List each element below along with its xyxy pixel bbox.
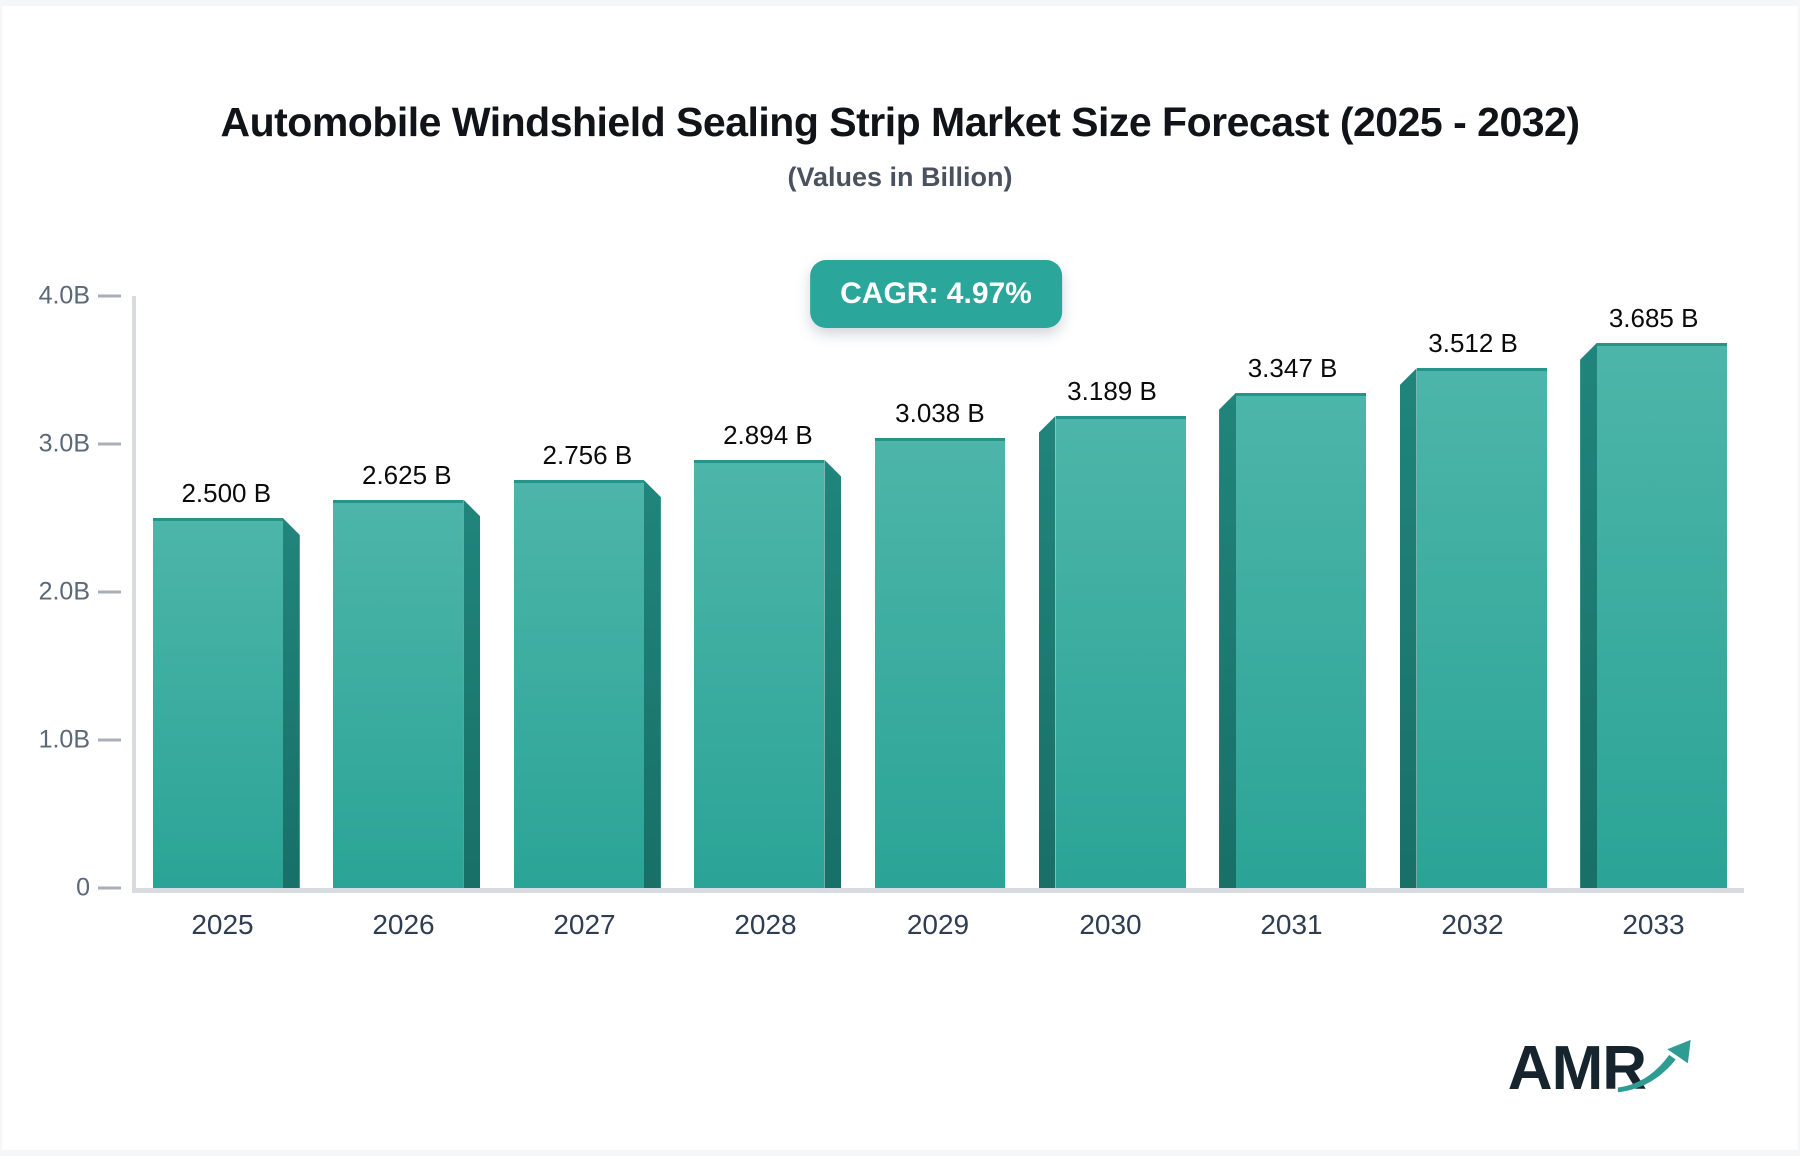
y-axis-tick-label: 2.0B [38, 577, 90, 606]
x-axis-label-2026: 2026 [372, 909, 435, 940]
chart-card: Automobile Windshield Sealing Strip Mark… [2, 6, 1798, 1150]
x-axis-label-2025: 2025 [191, 909, 254, 940]
bar-3d-side [463, 499, 481, 888]
y-axis-tick-dash [98, 738, 121, 742]
x-axis-label-2028: 2028 [734, 909, 797, 940]
bar-2025: 2.500 B [152, 478, 300, 888]
bar-3d-side [1399, 368, 1417, 888]
x-axis-label-2029: 2029 [906, 909, 970, 940]
bar-2029: 3.038 B [874, 398, 1005, 888]
bar-face [694, 459, 825, 888]
bar-2028: 2.894 B [694, 420, 842, 888]
bar-value-label: 3.685 B [1608, 302, 1699, 333]
bar-2027: 2.756 B [513, 440, 661, 888]
bar-face [1416, 368, 1547, 888]
bar-2026: 2.625 B [333, 460, 481, 888]
chart-title: Automobile Windshield Sealing Strip Mark… [220, 99, 1581, 145]
x-axis-labels: 2025 2026 2027 2028 2029 2030 2031 2032 2033 [132, 909, 1744, 941]
bar-face [513, 480, 644, 888]
chart-subtitle: (Values in Billion) [787, 162, 1013, 192]
bar-value-label: 3.512 B [1428, 328, 1518, 359]
bar-2030: 3.189 B [1038, 376, 1186, 888]
x-axis-label-2033: 2033 [1622, 909, 1685, 940]
y-axis-tick-dash [98, 886, 121, 890]
bar-face [152, 518, 283, 888]
y-axis-tick-label: 4.0B [38, 281, 90, 310]
bar-value-label: 3.038 B [895, 398, 985, 429]
bar-face [1236, 392, 1367, 888]
bar-2033: 3.685 B [1580, 303, 1728, 888]
bar-3d-side [282, 518, 300, 888]
bar-value-label: 2.894 B [723, 419, 813, 450]
y-axis-tick-dash [98, 294, 121, 298]
chart-header: Automobile Windshield Sealing Strip Mark… [2, 6, 1798, 193]
plot-area: 4.0B 3.0B 2.0B 1.0B 0 2.500 B 2.625 B 2.756 B 2.… [39, 282, 1744, 902]
bar-face [874, 438, 1005, 888]
bar-3d-side [643, 480, 661, 888]
y-axis-tick-dash [98, 442, 121, 446]
bar-3d-side [1219, 392, 1237, 888]
x-axis-label-2030: 2030 [1079, 909, 1142, 940]
x-axis-label-2032: 2032 [1441, 909, 1504, 940]
cagr-badge: CAGR: 4.97% [810, 260, 1062, 328]
y-axis-tick-label: 1.0B [38, 725, 90, 754]
y-axis-tick-dash [98, 590, 121, 594]
bar-3d-side [1580, 342, 1598, 888]
growth-arrow-icon [1617, 1039, 1691, 1093]
bar-value-label: 2.625 B [361, 459, 452, 490]
x-axis-label-2027: 2027 [553, 909, 616, 940]
bar-value-label: 3.347 B [1247, 352, 1338, 383]
bar-value-label: 2.756 B [542, 440, 633, 471]
x-axis-label-2031: 2031 [1260, 909, 1323, 940]
amr-logo: AMR [1508, 1034, 1700, 1100]
bar-value-label: 3.189 B [1067, 376, 1157, 407]
bar-3d-side [1038, 416, 1056, 888]
bar-face [333, 499, 464, 888]
y-axis-tick-label: 0 [76, 873, 90, 902]
y-axis-tick-label: 3.0B [38, 429, 90, 458]
bar-value-label: 2.500 B [181, 478, 272, 508]
bar-2031: 3.347 B [1219, 353, 1367, 888]
bar-face [1597, 342, 1728, 888]
bar-2032: 3.512 B [1399, 328, 1547, 888]
bar-3d-side [824, 459, 842, 888]
bar-face [1055, 416, 1186, 888]
